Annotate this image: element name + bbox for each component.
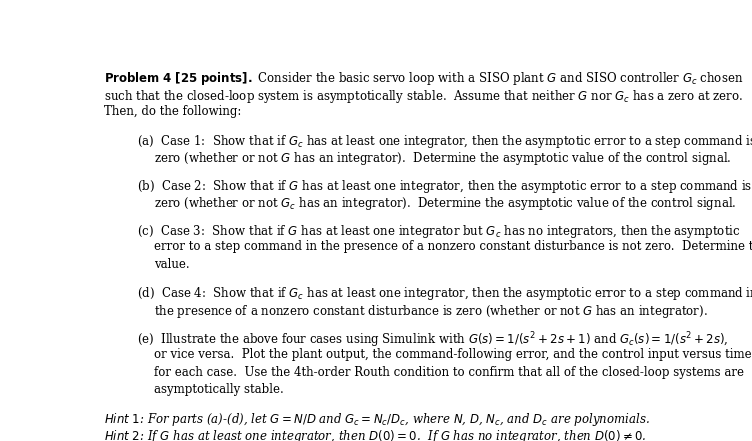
Text: asymptotically stable.: asymptotically stable. (154, 383, 284, 396)
Text: Then, do the following:: Then, do the following: (105, 105, 242, 118)
Text: $\it{Hint\ 2}$: If $G$ has at least one integrator, then $D(0) = 0$.  If $G$ has: $\it{Hint\ 2}$: If $G$ has at least one … (105, 428, 647, 441)
Text: (d)  Case 4:  Show that if $G_c$ has at least one integrator, then the asymptoti: (d) Case 4: Show that if $G_c$ has at le… (137, 285, 752, 303)
Text: value.: value. (154, 258, 190, 271)
Text: zero (whether or not $G$ has an integrator).  Determine the asymptotic value of : zero (whether or not $G$ has an integrat… (154, 150, 732, 167)
Text: $\it{Hint\ 1}$: For parts (a)-(d), let $G = N/D$ and $G_c = N_c/D_c$, where $N$,: $\it{Hint\ 1}$: For parts (a)-(d), let $… (105, 411, 650, 428)
Text: (a)  Case 1:  Show that if $G_c$ has at least one integrator, then the asymptoti: (a) Case 1: Show that if $G_c$ has at le… (137, 133, 752, 149)
Text: error to a step command in the presence of a nonzero constant disturbance is not: error to a step command in the presence … (154, 240, 752, 253)
Text: (c)  Case 3:  Show that if $G$ has at least one integrator but $G_c$ has no inte: (c) Case 3: Show that if $G$ has at leas… (137, 223, 740, 239)
Text: $\mathbf{Problem\ 4\ [25\ points].}$ Consider the basic servo loop with a SISO p: $\mathbf{Problem\ 4\ [25\ points].}$ Con… (105, 70, 744, 87)
Text: for each case.  Use the 4th-order Routh condition to confirm that all of the clo: for each case. Use the 4th-order Routh c… (154, 366, 744, 379)
Text: (b)  Case 2:  Show that if $G$ has at least one integrator, then the asymptotic : (b) Case 2: Show that if $G$ has at leas… (137, 178, 752, 194)
Text: or vice versa.  Plot the plant output, the command-following error, and the cont: or vice versa. Plot the plant output, th… (154, 348, 752, 361)
Text: the presence of a nonzero constant disturbance is zero (whether or not $G$ has a: the presence of a nonzero constant distu… (154, 303, 708, 320)
Text: such that the closed-loop system is asymptotically stable.  Assume that neither : such that the closed-loop system is asym… (105, 88, 744, 105)
Text: zero (whether or not $G_c$ has an integrator).  Determine the asymptotic value o: zero (whether or not $G_c$ has an integr… (154, 195, 736, 212)
Text: (e)  Illustrate the above four cases using Simulink with $G(s) = 1/(s^2 + 2s + 1: (e) Illustrate the above four cases usin… (137, 330, 728, 350)
